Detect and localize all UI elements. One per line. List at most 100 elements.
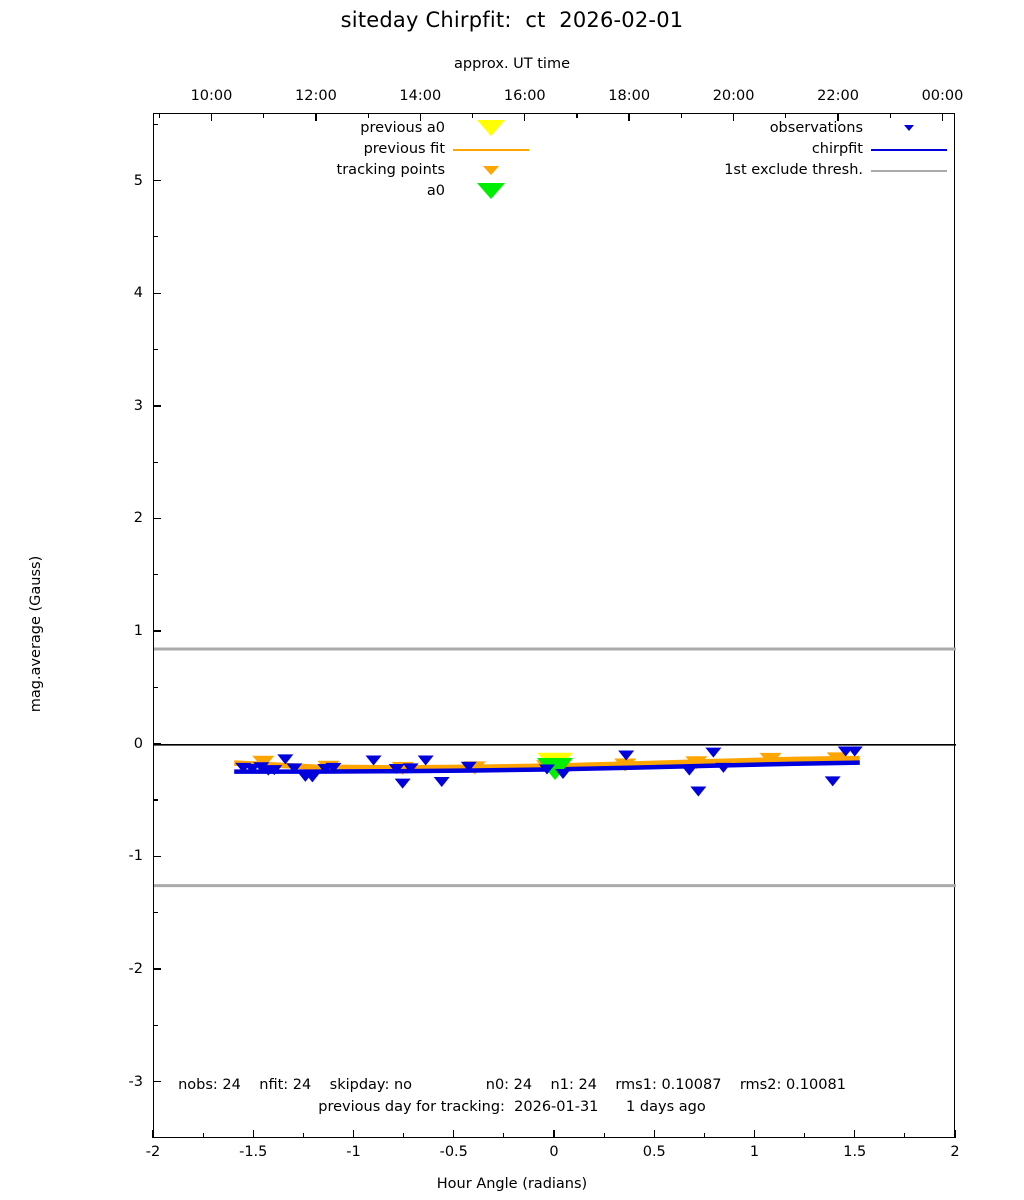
legend: previous a0 previous fit tracking points a0…	[153, 118, 955, 210]
observation-marker	[402, 763, 419, 774]
x-tick-label: 0.5	[642, 1144, 666, 1160]
y-tick-label: -3	[128, 1073, 143, 1090]
legend-line-swatch	[453, 148, 529, 152]
triangle-down-icon	[477, 183, 505, 200]
tracking-point-marker	[614, 758, 637, 772]
plot-area	[153, 113, 956, 1138]
observation-marker	[388, 763, 405, 774]
observation-marker	[244, 763, 261, 774]
legend-label: a0	[426, 183, 445, 199]
tick-mark	[153, 912, 158, 914]
observation-marker	[286, 763, 303, 774]
tick-mark	[252, 1130, 254, 1138]
observation-marker	[394, 778, 411, 789]
tick-mark	[153, 1024, 158, 1026]
observation-marker	[538, 764, 555, 775]
x-tick-label: -2	[145, 1144, 161, 1160]
tick-mark	[785, 113, 787, 118]
legend-key	[867, 160, 951, 181]
tick-mark	[576, 113, 578, 118]
y-tick-label: -2	[128, 961, 143, 978]
legend-key	[449, 160, 533, 181]
tick-mark	[153, 743, 161, 745]
legend-key	[449, 181, 533, 202]
tick-mark	[202, 1133, 204, 1138]
tick-mark	[471, 113, 474, 118]
observation-marker	[618, 750, 635, 761]
triangle-down-icon	[904, 125, 914, 132]
tick-mark	[153, 968, 161, 970]
observation-marker	[253, 762, 270, 773]
tick-mark	[753, 1130, 756, 1138]
x-tick-label: 2	[950, 1144, 960, 1160]
tick-mark	[153, 686, 158, 689]
stats-line-2: previous day for tracking: 2026-01-31 1 …	[318, 1099, 706, 1115]
tick-mark	[603, 1133, 605, 1138]
tick-mark	[419, 113, 422, 121]
tick-mark	[653, 1130, 655, 1138]
tick-mark	[302, 1133, 304, 1138]
observation-marker	[433, 776, 450, 787]
tick-mark	[153, 574, 158, 576]
tick-mark	[804, 1133, 806, 1138]
legend-key	[867, 139, 951, 160]
ut-tick-label: 18:00	[608, 88, 651, 104]
observation-marker	[705, 747, 722, 758]
legend-column-right: observations chirpfit 1st exclude thresh.	[621, 118, 951, 181]
plot-canvas	[154, 647, 956, 888]
x-tick-label: -1.5	[239, 1144, 268, 1160]
ut-tick-label: 20:00	[712, 88, 755, 104]
x-tick-label: -0.5	[439, 1144, 468, 1160]
tick-mark	[152, 1130, 154, 1138]
tracking-point-marker	[759, 752, 782, 766]
tick-mark	[153, 461, 158, 463]
y-tick-label: 1	[133, 623, 143, 640]
legend-column-left: previous a0 previous fit tracking points a0	[273, 118, 533, 202]
tick-mark	[210, 113, 213, 121]
tick-mark	[553, 1130, 555, 1138]
legend-entry: previous a0	[273, 118, 533, 139]
tick-mark	[153, 799, 158, 801]
x-tick-label: 0	[549, 1144, 559, 1160]
tracking-point-marker	[826, 752, 849, 766]
tick-mark	[837, 113, 839, 121]
ut-tick-label: 12:00	[295, 88, 337, 104]
tick-mark	[503, 1133, 505, 1138]
observation-marker	[846, 746, 863, 757]
legend-label: tracking points	[336, 162, 445, 178]
legend-entry: previous fit	[273, 139, 533, 160]
legend-line-swatch	[871, 169, 947, 173]
page-title: siteday Chirpfit: ct 2026-02-01	[340, 8, 684, 32]
tick-mark	[315, 113, 317, 121]
tick-mark	[153, 517, 161, 520]
y-tick-label: 5	[133, 172, 143, 189]
y-tick-label: -1	[128, 848, 143, 865]
tick-mark	[153, 179, 161, 182]
ut-tick-label: 22:00	[817, 88, 859, 104]
tick-mark	[889, 113, 891, 118]
tick-mark	[680, 113, 682, 118]
tick-mark	[524, 113, 526, 121]
tick-mark	[153, 405, 161, 407]
tracking-point-marker	[252, 755, 275, 769]
tick-mark	[703, 1133, 705, 1138]
tick-mark	[153, 855, 161, 858]
observation-marker	[304, 772, 321, 783]
legend-label: previous a0	[360, 120, 445, 136]
tick-mark	[153, 348, 158, 351]
y-tick-label: 2	[133, 510, 143, 527]
legend-entry: tracking points	[273, 160, 533, 181]
observation-marker	[325, 762, 342, 773]
triangle-down-icon	[483, 165, 499, 175]
y-axis-label: mag.average (Gauss)	[28, 555, 44, 713]
observation-marker	[681, 765, 698, 776]
x-tick-label: -1	[346, 1144, 361, 1160]
tracking-point-marker	[685, 756, 708, 770]
tick-mark	[367, 113, 369, 118]
top-axis-label: approx. UT time	[454, 56, 570, 72]
legend-key	[867, 118, 951, 139]
ut-tick-label: 14:00	[399, 88, 442, 104]
legend-key	[449, 118, 533, 139]
x-tick-label: 1.5	[843, 1144, 867, 1160]
